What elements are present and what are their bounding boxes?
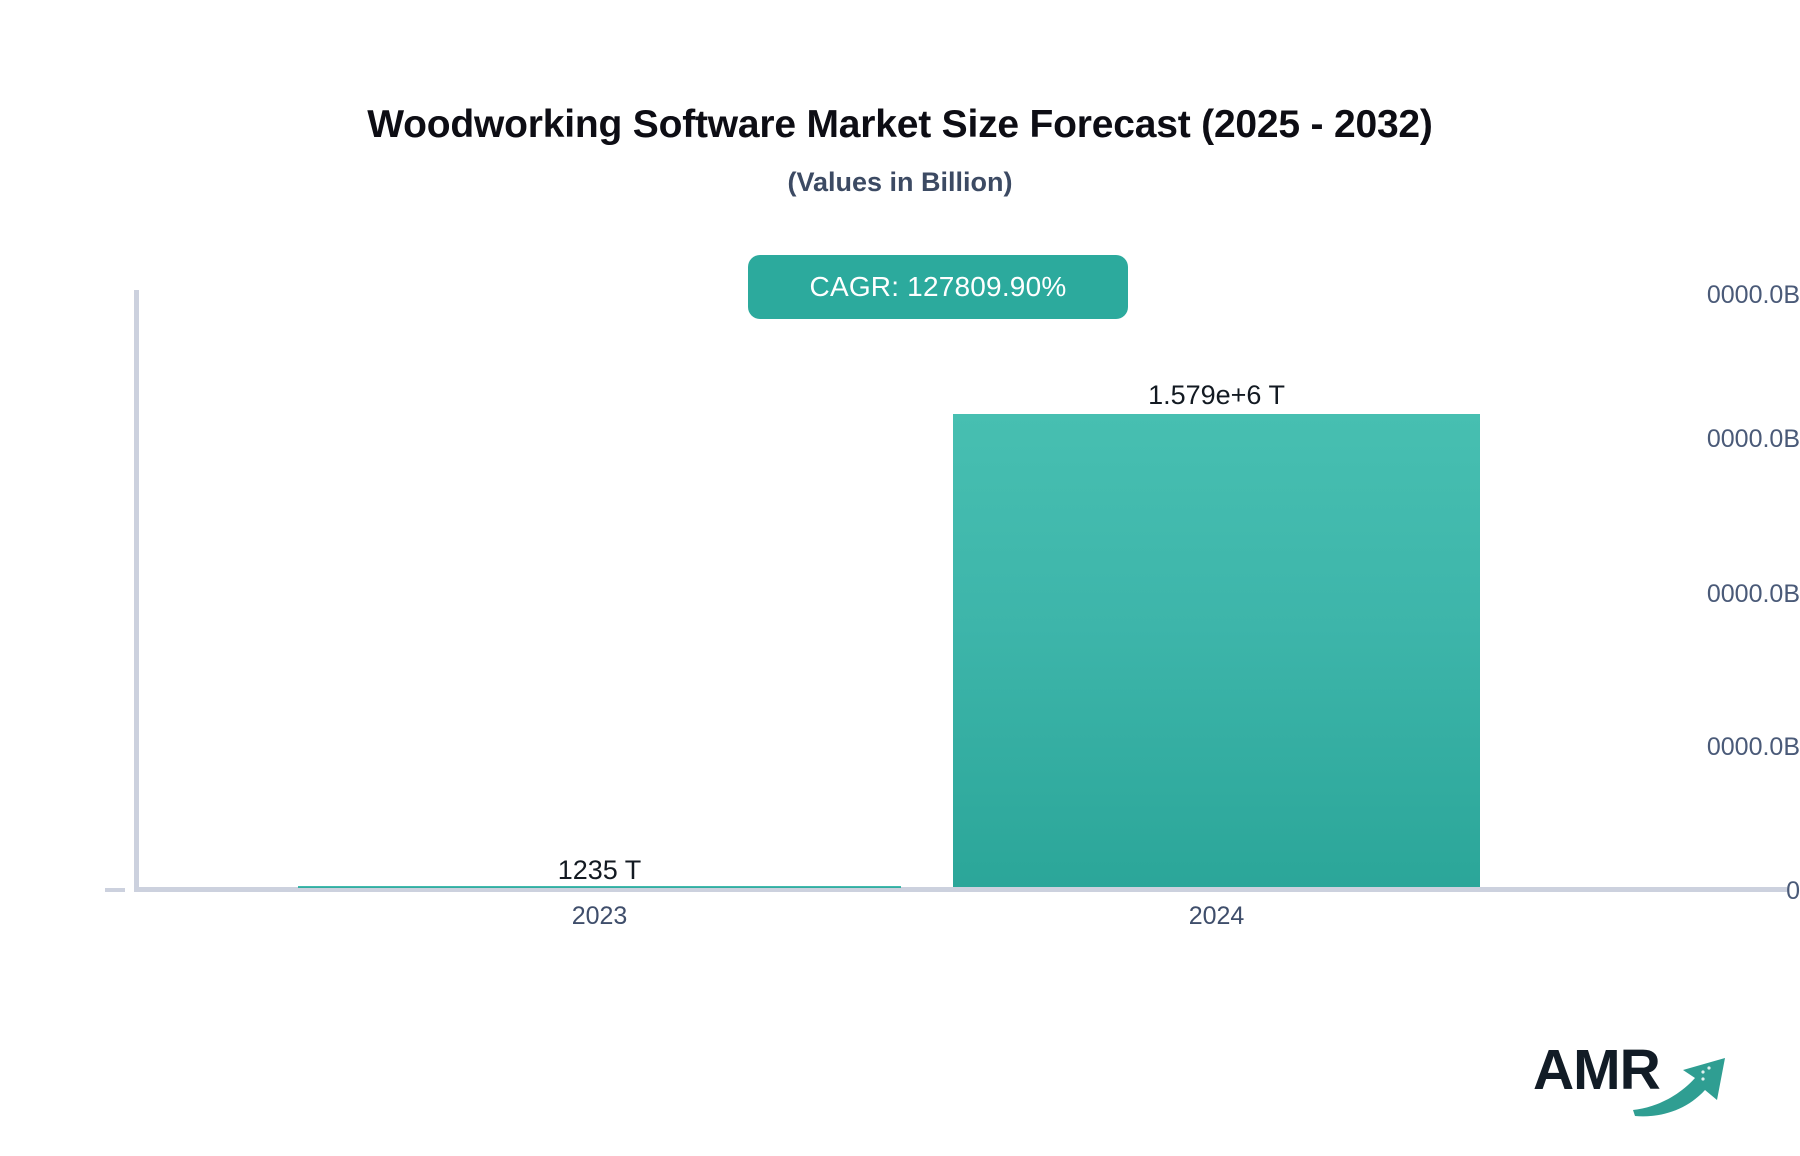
y-axis-tick-label-0: 0 bbox=[1786, 877, 1800, 905]
growth-arrow-icon bbox=[1633, 1058, 1725, 1117]
y-axis-tick-label-2: 0000.0B bbox=[1706, 580, 1800, 608]
chart-subtitle: (Values in Billion) bbox=[787, 167, 1013, 197]
y-axis-line bbox=[134, 290, 139, 892]
y-axis-tick-mark-0 bbox=[105, 888, 125, 892]
x-axis-line bbox=[134, 887, 1787, 892]
bar-2024 bbox=[953, 414, 1480, 887]
x-axis-category-label-2024: 2024 bbox=[1188, 902, 1245, 930]
bar-value-label-2023: 1235 T bbox=[557, 855, 642, 885]
amr-logo: AMR bbox=[1533, 1040, 1733, 1118]
amr-logo-text: AMR bbox=[1533, 1038, 1661, 1102]
chart-title: Woodworking Software Market Size Forecas… bbox=[367, 103, 1433, 146]
y-axis-tick-label-3: 0000.0B bbox=[1706, 425, 1800, 453]
cagr-badge: CAGR: 127809.90% bbox=[748, 255, 1128, 319]
cagr-badge-label: CAGR: 127809.90% bbox=[809, 271, 1067, 302]
y-axis-tick-label-1: 0000.0B bbox=[1706, 733, 1800, 761]
y-axis-tick-label-4: 0000.0B bbox=[1706, 281, 1800, 309]
bar-value-label-2024: 1.579e+6 T bbox=[1148, 380, 1285, 410]
x-axis-category-label-2023: 2023 bbox=[571, 902, 628, 930]
bar-2023 bbox=[298, 886, 901, 888]
